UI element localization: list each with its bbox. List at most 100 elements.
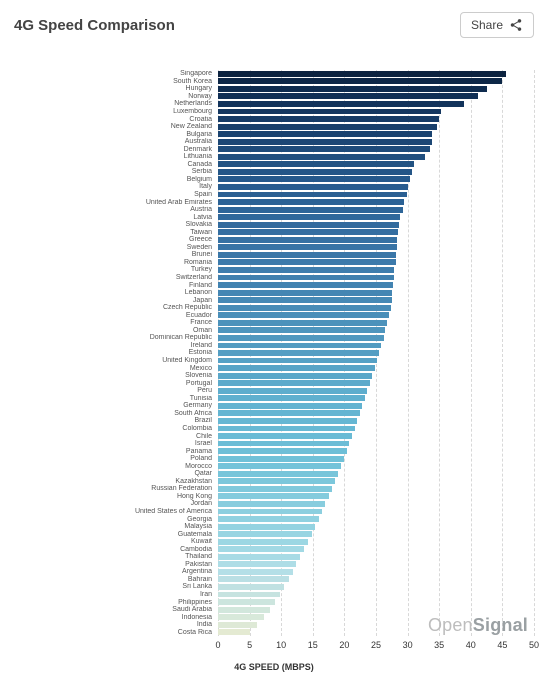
category-label: Kazakhstan	[8, 478, 218, 485]
bar-row: Switzerland	[8, 275, 534, 281]
bar-row: Portugal	[8, 380, 534, 386]
category-label: Estonia	[8, 349, 218, 356]
bar	[218, 71, 506, 77]
bar-row: Poland	[8, 456, 534, 462]
bar-row: Jordan	[8, 501, 534, 507]
bar	[218, 229, 398, 235]
bar-row: Belgium	[8, 176, 534, 182]
bar	[218, 343, 381, 349]
bar-row: Malaysia	[8, 524, 534, 530]
category-label: Qatar	[8, 470, 218, 477]
logo-bold: Signal	[473, 615, 528, 635]
bar-row: Russian Federation	[8, 486, 534, 492]
bar-row: Luxembourg	[8, 109, 534, 115]
category-label: Pakistan	[8, 561, 218, 568]
bar	[218, 109, 441, 115]
bar	[218, 380, 370, 386]
bar	[218, 252, 396, 258]
category-label: Slovenia	[8, 372, 218, 379]
bar	[218, 456, 344, 462]
header: 4G Speed Comparison Share	[0, 0, 548, 44]
bar	[218, 259, 396, 265]
category-label: Romania	[8, 259, 218, 266]
bar-row: Slovakia	[8, 222, 534, 228]
category-label: United States of America	[8, 508, 218, 515]
opensignal-logo: OpenSignal	[428, 615, 528, 636]
category-label: Poland	[8, 455, 218, 462]
x-axis-label: 4G SPEED (MBPS)	[0, 662, 548, 672]
bar	[218, 569, 293, 575]
category-label: Australia	[8, 138, 218, 145]
bar	[218, 629, 250, 635]
bar-row: Lithuania	[8, 154, 534, 160]
bar-row: Bulgaria	[8, 131, 534, 137]
bar-row: Israel	[8, 441, 534, 447]
bar	[218, 365, 375, 371]
bar-row: Tunisia	[8, 395, 534, 401]
category-label: India	[8, 621, 218, 628]
category-label: Italy	[8, 183, 218, 190]
bar	[218, 116, 439, 122]
category-label: Switzerland	[8, 274, 218, 281]
bar-row: Morocco	[8, 463, 534, 469]
bar	[218, 139, 432, 145]
bar	[218, 176, 410, 182]
bar	[218, 192, 407, 198]
category-label: Ecuador	[8, 312, 218, 319]
bar	[218, 312, 389, 318]
bar	[218, 516, 319, 522]
bar-row: Slovenia	[8, 373, 534, 379]
bar-row: Ireland	[8, 343, 534, 349]
bar	[218, 531, 312, 537]
bar-row: Netherlands	[8, 101, 534, 107]
category-label: Lithuania	[8, 153, 218, 160]
x-tick: 0	[215, 640, 220, 650]
category-label: Sweden	[8, 244, 218, 251]
bar	[218, 524, 315, 530]
category-label: United Kingdom	[8, 357, 218, 364]
bar	[218, 169, 412, 175]
bar	[218, 486, 332, 492]
bar	[218, 131, 432, 137]
logo-light: Open	[428, 615, 473, 635]
category-label: Cambodia	[8, 546, 218, 553]
share-button[interactable]: Share	[460, 12, 534, 38]
category-label: Argentina	[8, 568, 218, 575]
bar-row: Lebanon	[8, 290, 534, 296]
category-label: Luxembourg	[8, 108, 218, 115]
category-label: Oman	[8, 327, 218, 334]
bar	[218, 275, 394, 281]
category-label: New Zealand	[8, 123, 218, 130]
bar-row: Romania	[8, 259, 534, 265]
category-label: South Africa	[8, 410, 218, 417]
category-label: Tunisia	[8, 395, 218, 402]
category-label: Brunei	[8, 251, 218, 258]
category-label: Mexico	[8, 365, 218, 372]
grid-line	[534, 70, 535, 636]
bar-row: Peru	[8, 388, 534, 394]
bar-row: Guatemala	[8, 531, 534, 537]
bar-row: Greece	[8, 237, 534, 243]
bar	[218, 614, 264, 620]
x-tick: 35	[434, 640, 444, 650]
category-label: Chile	[8, 433, 218, 440]
category-label: Serbia	[8, 168, 218, 175]
category-label: Bahrain	[8, 576, 218, 583]
bar	[218, 546, 304, 552]
bar-row: Dominican Republic	[8, 335, 534, 341]
bar-row: Canada	[8, 161, 534, 167]
category-label: Austria	[8, 206, 218, 213]
bar	[218, 305, 391, 311]
bar-row: Iran	[8, 592, 534, 598]
bar-row: Serbia	[8, 169, 534, 175]
bar-row: Japan	[8, 297, 534, 303]
bar	[218, 350, 379, 356]
bar	[218, 403, 362, 409]
category-label: Kuwait	[8, 538, 218, 545]
category-label: Costa Rica	[8, 629, 218, 636]
category-label: Hong Kong	[8, 493, 218, 500]
bar-row: United States of America	[8, 509, 534, 515]
bar	[218, 433, 352, 439]
bar	[218, 509, 322, 515]
bar	[218, 584, 284, 590]
